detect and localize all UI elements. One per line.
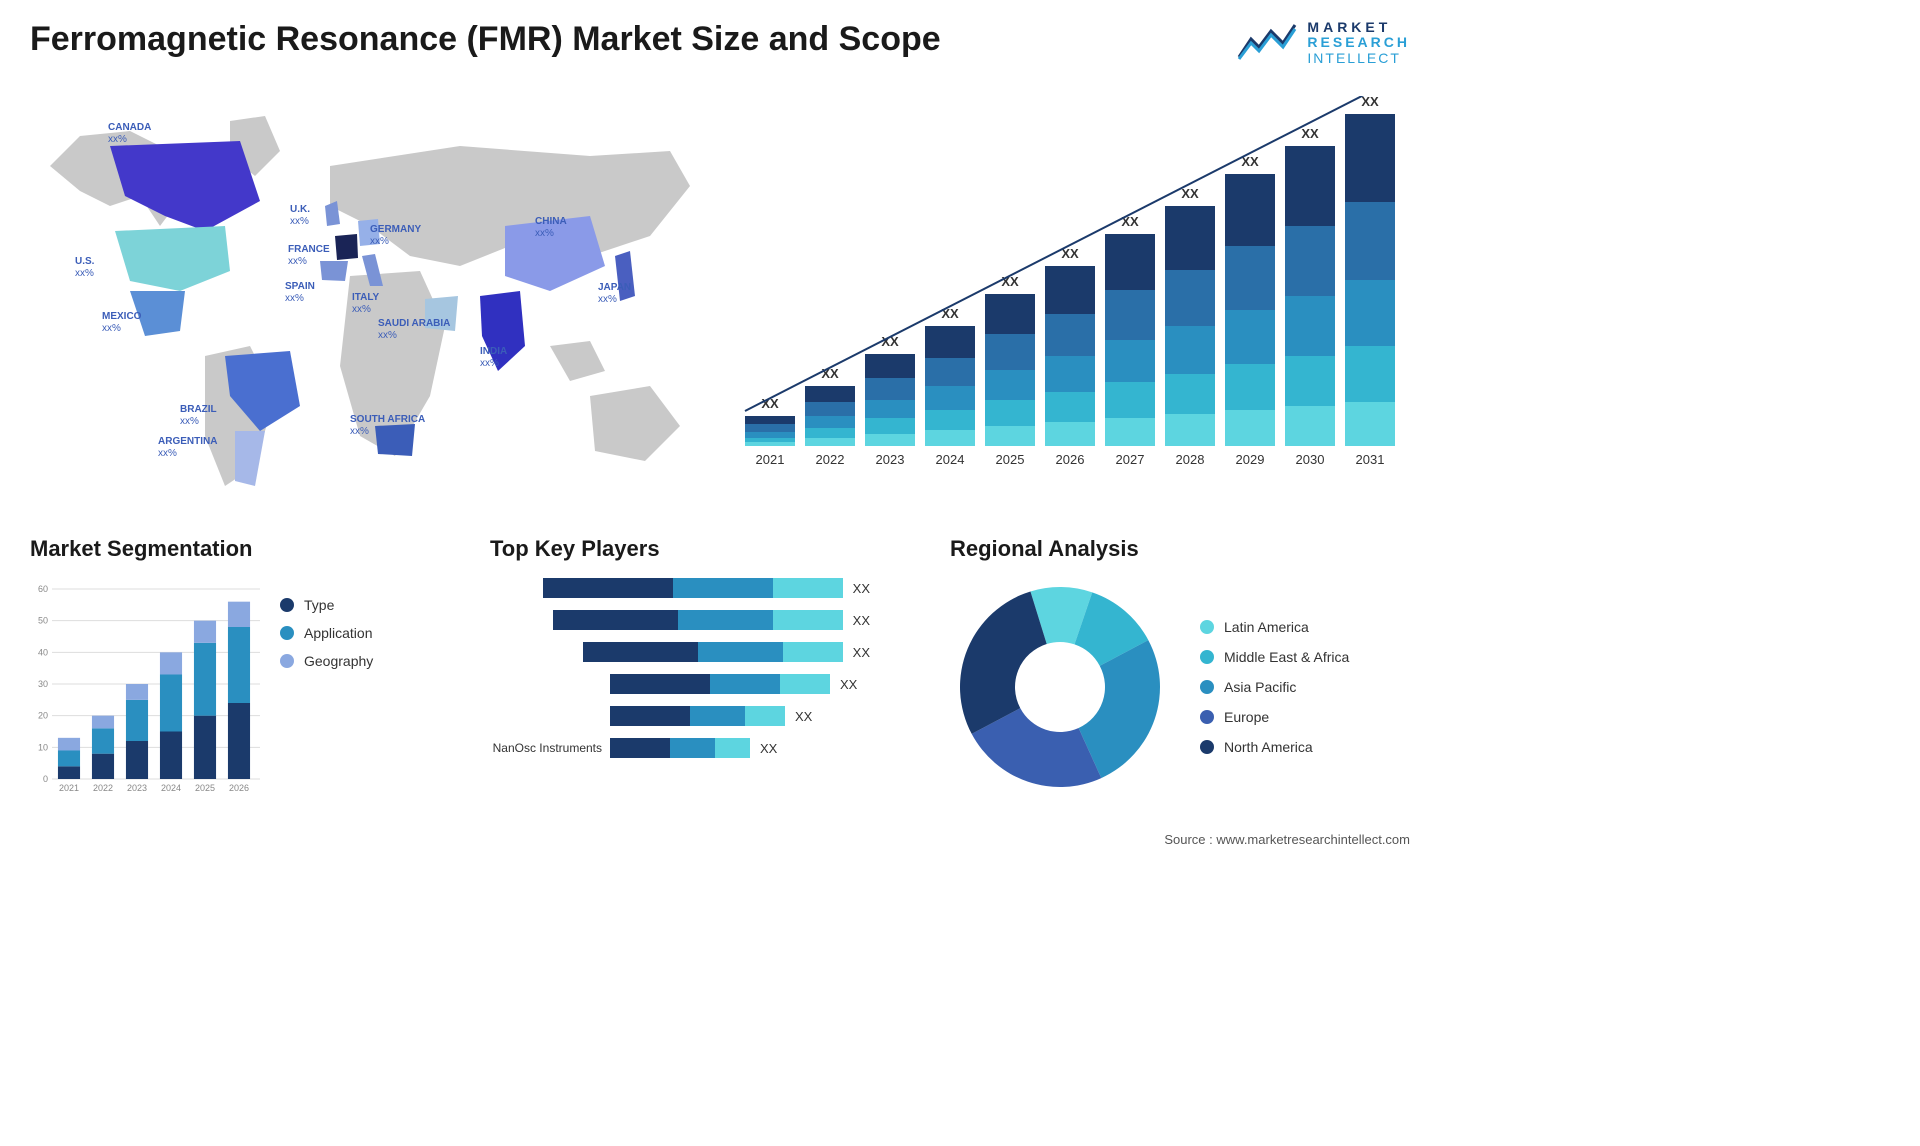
map-label-canada: CANADAxx% [108,122,151,146]
brand-logo: MARKET RESEARCH INTELLECT [1237,20,1410,66]
player-row: XX [490,673,870,695]
svg-text:2026: 2026 [1056,452,1085,467]
seg-legend-item: Type [280,597,373,613]
regional-legend-item: Latin America [1200,619,1349,635]
map-label-argentina: ARGENTINAxx% [158,436,217,460]
svg-text:2029: 2029 [1236,452,1265,467]
logo-line2: RESEARCH [1307,35,1410,50]
segmentation-title: Market Segmentation [30,536,460,562]
svg-text:2022: 2022 [93,783,113,793]
map-label-spain: SPAINxx% [285,281,315,305]
players-title: Top Key Players [490,536,920,562]
svg-text:2030: 2030 [1296,452,1325,467]
svg-text:2028: 2028 [1176,452,1205,467]
logo-line1: MARKET [1307,20,1410,35]
player-row: NanOsc InstrumentsXX [490,737,870,759]
svg-text:2023: 2023 [876,452,905,467]
logo-line3: INTELLECT [1307,51,1410,66]
regional-title: Regional Analysis [950,536,1410,562]
svg-text:20: 20 [38,711,48,721]
map-label-saudi-arabia: SAUDI ARABIAxx% [378,318,450,342]
map-label-japan: JAPANxx% [598,282,631,306]
regional-legend-item: Middle East & Africa [1200,649,1349,665]
segmentation-chart: 0 10 20 30 40 50 60 2021 2022 2023 2024 2025 2026 [30,577,260,797]
page-title: Ferromagnetic Resonance (FMR) Market Siz… [30,20,941,59]
world-map: CANADAxx% U.S.xx% MEXICOxx% BRAZILxx% ARGENT… [30,96,700,496]
map-label-brazil: BRAZILxx% [180,404,217,428]
regional-donut [950,577,1170,797]
svg-text:30: 30 [38,679,48,689]
player-row: XX [490,609,870,631]
svg-text:XX: XX [1121,214,1139,229]
svg-text:2021: 2021 [756,452,785,467]
map-label-india: INDIAxx% [480,346,507,370]
svg-text:10: 10 [38,743,48,753]
map-label-south-africa: SOUTH AFRICAxx% [350,414,425,438]
map-label-mexico: MEXICOxx% [102,311,141,335]
svg-text:2025: 2025 [996,452,1025,467]
svg-text:2026: 2026 [229,783,249,793]
map-label-china: CHINAxx% [535,216,567,240]
map-label-u.k.: U.K.xx% [290,204,310,228]
regional-legend: Latin America Middle East & Africa Asia Pa… [1200,619,1349,755]
svg-text:2024: 2024 [161,783,181,793]
player-row: XX [490,577,870,599]
logo-icon [1237,21,1297,66]
svg-text:2025: 2025 [195,783,215,793]
players-chart: XX XX XX XX XX NanOsc InstrumentsXX [490,577,870,797]
map-label-italy: ITALYxx% [352,292,379,316]
regional-legend-item: Europe [1200,709,1349,725]
svg-text:50: 50 [38,616,48,626]
regional-legend-item: North America [1200,739,1349,755]
segmentation-legend: Type Application Geography [280,577,373,797]
seg-legend-item: Application [280,625,373,641]
svg-text:60: 60 [38,584,48,594]
map-label-france: FRANCExx% [288,244,330,268]
growth-bar-chart: XX2021XX2022XX2023XX2024XX2025XX2026XX20… [740,96,1410,476]
seg-legend-item: Geography [280,653,373,669]
map-label-germany: GERMANYxx% [370,224,421,248]
svg-text:2027: 2027 [1116,452,1145,467]
svg-text:2024: 2024 [936,452,965,467]
source-text: Source : www.marketresearchintellect.com [1164,832,1410,847]
svg-text:2021: 2021 [59,783,79,793]
svg-text:2023: 2023 [127,783,147,793]
svg-text:XX: XX [1361,96,1379,109]
svg-text:2022: 2022 [816,452,845,467]
svg-text:XX: XX [1181,186,1199,201]
map-label-u.s.: U.S.xx% [75,256,94,280]
svg-text:40: 40 [38,648,48,658]
svg-text:0: 0 [43,774,48,784]
svg-text:XX: XX [941,306,959,321]
player-row: XX [490,705,870,727]
player-row: XX [490,641,870,663]
svg-text:2031: 2031 [1356,452,1385,467]
regional-legend-item: Asia Pacific [1200,679,1349,695]
svg-text:XX: XX [1301,126,1319,141]
